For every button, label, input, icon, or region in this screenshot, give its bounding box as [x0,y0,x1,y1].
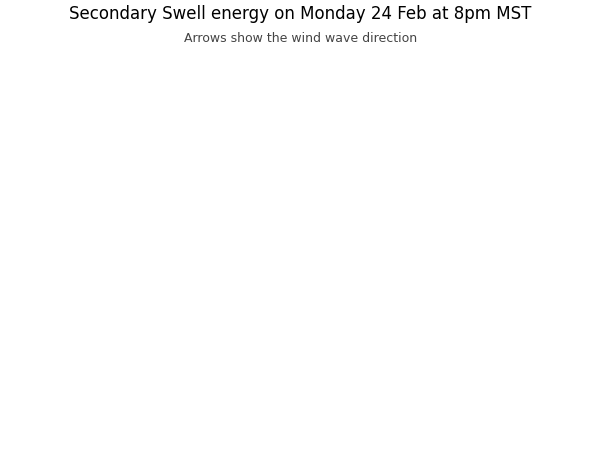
Text: Secondary Swell energy on Monday 24 Feb at 8pm MST: Secondary Swell energy on Monday 24 Feb … [69,5,532,23]
Text: Arrows show the wind wave direction: Arrows show the wind wave direction [184,31,417,44]
Text: cartopy required: cartopy required [219,246,382,265]
